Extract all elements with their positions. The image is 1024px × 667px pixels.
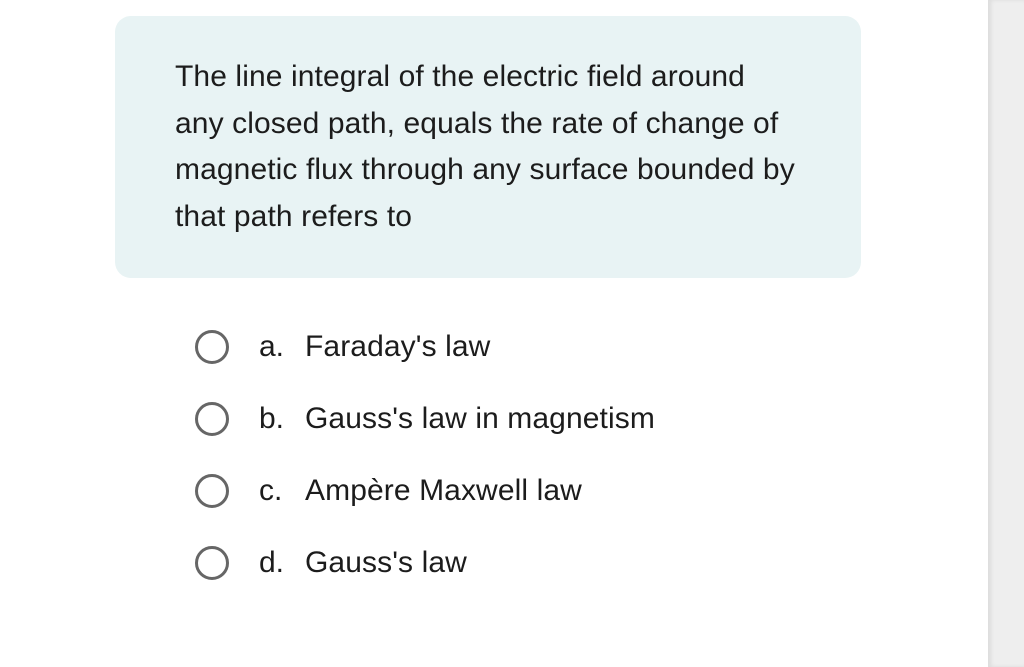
radio-icon[interactable] xyxy=(195,330,229,364)
question-text: The line integral of the electric field … xyxy=(175,54,801,240)
question-card: The line integral of the electric field … xyxy=(115,16,861,278)
option-letter: c. xyxy=(259,474,305,508)
option-letter: b. xyxy=(259,402,305,436)
option-letter: d. xyxy=(259,546,305,580)
radio-icon[interactable] xyxy=(195,546,229,580)
page: The line integral of the electric field … xyxy=(0,0,1024,667)
option-letter: a. xyxy=(259,330,305,364)
option-row-a[interactable]: a. Faraday's law xyxy=(195,330,655,364)
option-row-c[interactable]: c. Ampère Maxwell law xyxy=(195,474,655,508)
option-text: Gauss's law xyxy=(305,546,467,580)
option-text: Ampère Maxwell law xyxy=(305,474,582,508)
option-text: Faraday's law xyxy=(305,330,490,364)
options-block: a. Faraday's law b. Gauss's law in magne… xyxy=(195,330,655,580)
option-row-b[interactable]: b. Gauss's law in magnetism xyxy=(195,402,655,436)
option-text: Gauss's law in magnetism xyxy=(305,402,655,436)
radio-icon[interactable] xyxy=(195,402,229,436)
page-edge-shadow xyxy=(988,0,1024,667)
option-row-d[interactable]: d. Gauss's law xyxy=(195,546,655,580)
radio-icon[interactable] xyxy=(195,474,229,508)
